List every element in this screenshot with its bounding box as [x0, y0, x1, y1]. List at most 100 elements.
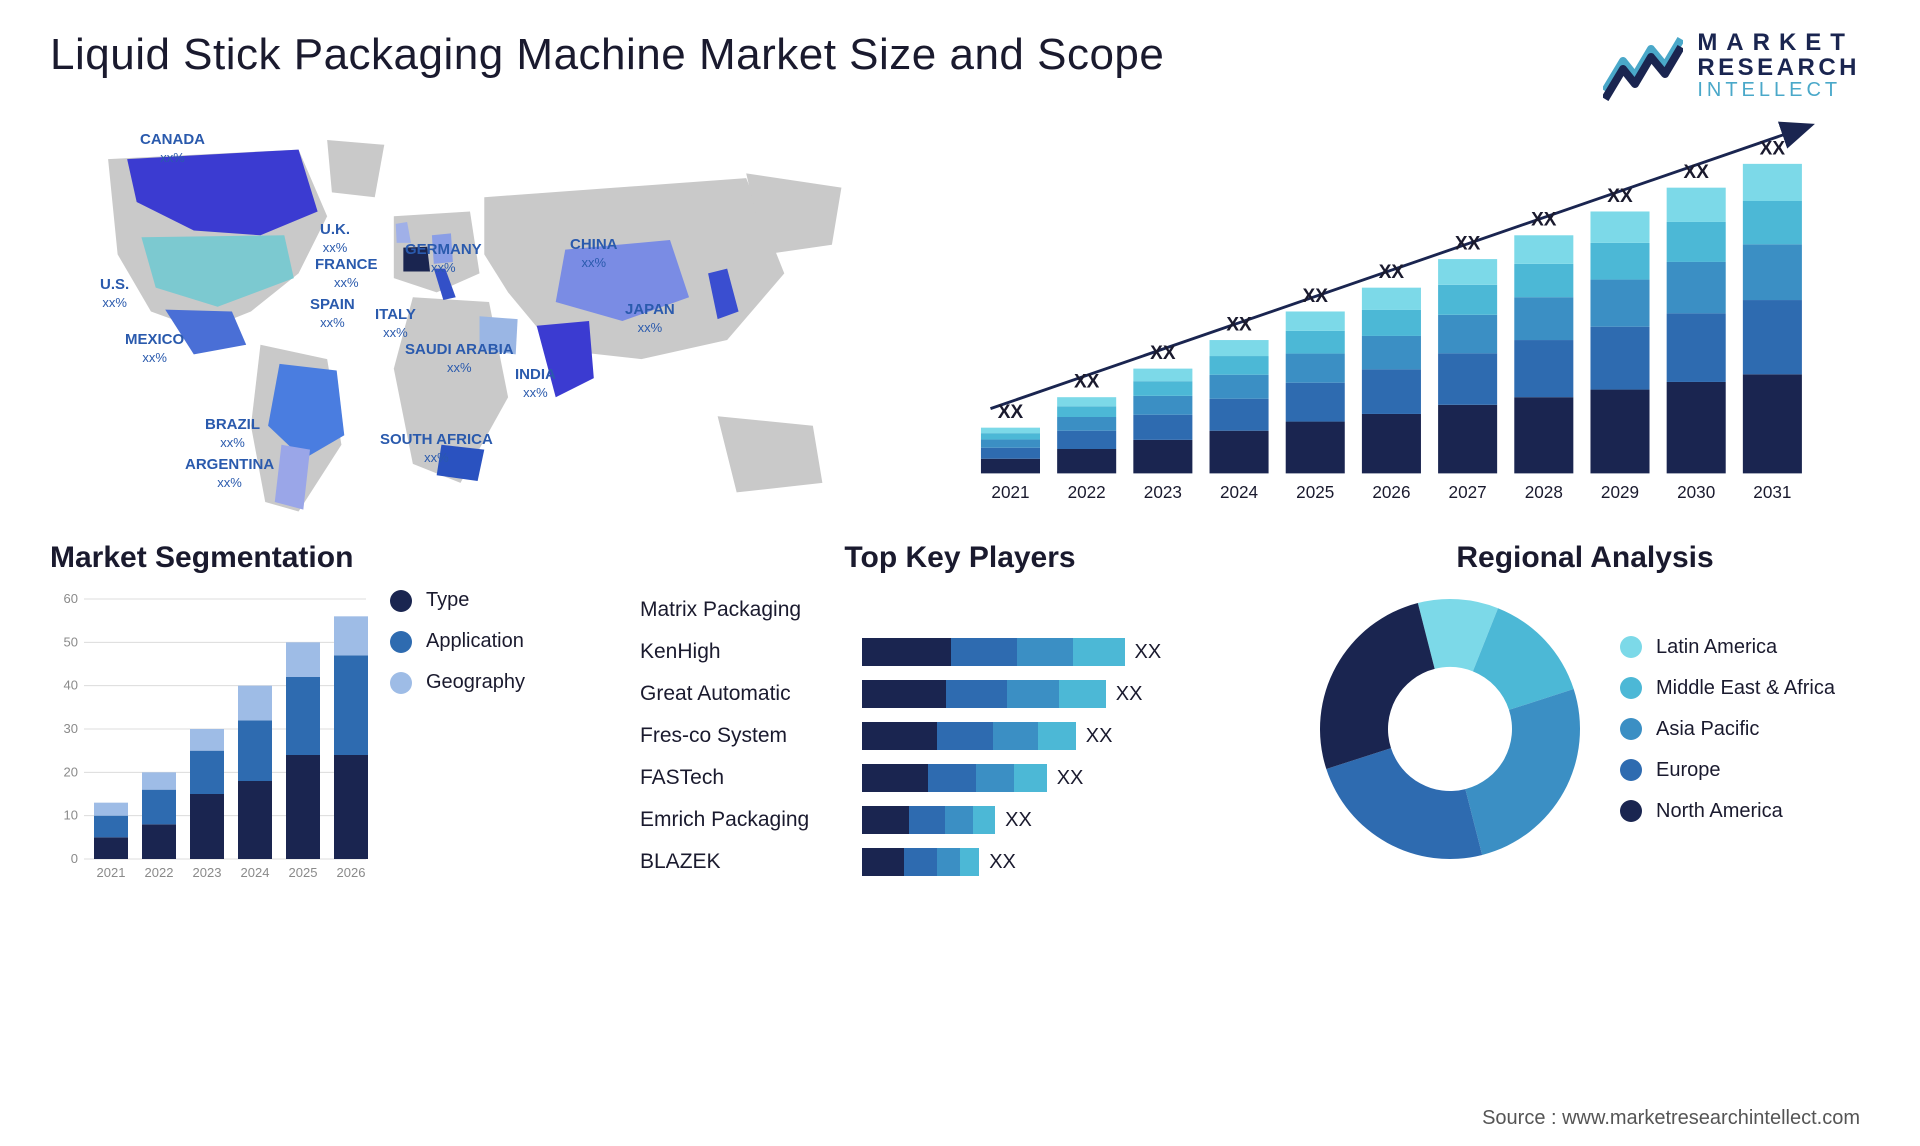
legend-label: Geography	[426, 671, 525, 694]
svg-text:2026: 2026	[1372, 483, 1410, 503]
map-label-spain: SPAINxx%	[310, 296, 355, 331]
segmentation-panel: Market Segmentation 01020304050602021202…	[50, 541, 610, 889]
world-map-panel: CANADAxx%U.S.xx%MEXICOxx%BRAZILxx%ARGENT…	[40, 121, 900, 521]
svg-text:XX: XX	[1455, 234, 1481, 255]
seg-legend-item: Type	[390, 589, 525, 612]
svg-text:XX: XX	[1760, 139, 1786, 160]
player-bar-segment	[862, 680, 946, 708]
legend-dot-icon	[1620, 636, 1642, 658]
player-bar-segment	[937, 848, 960, 876]
player-row: FASTech XX	[640, 757, 1280, 799]
player-bar	[862, 806, 995, 834]
player-bar-segment	[973, 806, 996, 834]
header: Liquid Stick Packaging Machine Market Si…	[0, 0, 1920, 111]
player-bar-wrap: XX	[862, 722, 1280, 750]
map-label-italy: ITALYxx%	[375, 306, 416, 341]
legend-label: Europe	[1656, 759, 1721, 782]
player-value: XX	[1057, 767, 1084, 790]
player-bar-segment	[862, 806, 909, 834]
seg-legend-item: Application	[390, 630, 525, 653]
player-value: XX	[1135, 641, 1162, 664]
player-bar-segment	[951, 638, 1017, 666]
map-label-china: CHINAxx%	[570, 236, 618, 271]
player-bar-segment	[904, 848, 937, 876]
player-bar-wrap: XX	[862, 638, 1280, 666]
player-bar-segment	[928, 764, 977, 792]
regional-legend-item: Latin America	[1620, 636, 1835, 659]
regional-legend-item: Asia Pacific	[1620, 718, 1835, 741]
legend-dot-icon	[1620, 677, 1642, 699]
svg-text:40: 40	[64, 678, 78, 693]
player-bar-segment	[945, 806, 973, 834]
svg-text:XX: XX	[1683, 163, 1709, 184]
regional-title: Regional Analysis	[1310, 541, 1860, 575]
svg-text:2023: 2023	[1144, 483, 1182, 503]
svg-text:2023: 2023	[193, 865, 222, 880]
player-bar-segment	[1059, 680, 1106, 708]
growth-chart: XX2021XX2022XX2023XX2024XX2025XX2026XX20…	[940, 121, 1860, 521]
svg-text:XX: XX	[1074, 372, 1100, 393]
map-label-germany: GERMANYxx%	[405, 241, 482, 276]
svg-text:XX: XX	[1531, 210, 1557, 231]
map-label-canada: CANADAxx%	[140, 131, 205, 166]
map-label-uk: U.K.xx%	[320, 221, 350, 256]
player-value: XX	[989, 851, 1016, 874]
legend-label: Latin America	[1656, 636, 1777, 659]
logo-mark-icon	[1603, 31, 1683, 101]
legend-label: Middle East & Africa	[1656, 677, 1835, 700]
player-bar-segment	[1038, 722, 1076, 750]
map-label-saudiarabia: SAUDI ARABIAxx%	[405, 341, 514, 376]
regional-panel: Regional Analysis Latin America Middle Ea…	[1310, 541, 1860, 889]
player-name: BLAZEK	[640, 850, 850, 874]
player-name: KenHigh	[640, 640, 850, 664]
svg-text:2021: 2021	[991, 483, 1029, 503]
player-bar-segment	[862, 848, 904, 876]
player-bar	[862, 722, 1076, 750]
players-panel: Top Key Players Matrix Packaging KenHigh X…	[640, 541, 1280, 889]
brand-logo: MARKET RESEARCH INTELLECT	[1603, 30, 1860, 101]
player-name: Fres-co System	[640, 724, 850, 748]
player-bar-segment	[862, 722, 937, 750]
player-bar	[862, 764, 1047, 792]
player-name: Emrich Packaging	[640, 808, 850, 832]
svg-text:10: 10	[64, 808, 78, 823]
segmentation-legend: Type Application Geography	[390, 589, 525, 889]
svg-text:2030: 2030	[1677, 483, 1715, 503]
player-bar-wrap: XX	[862, 680, 1280, 708]
player-bar-segment	[1007, 680, 1059, 708]
svg-text:2026: 2026	[337, 865, 366, 880]
map-label-southafrica: SOUTH AFRICAxx%	[380, 431, 493, 466]
legend-dot-icon	[390, 672, 412, 694]
svg-text:2022: 2022	[1068, 483, 1106, 503]
legend-dot-icon	[1620, 718, 1642, 740]
player-bar-segment	[909, 806, 945, 834]
svg-text:XX: XX	[1150, 343, 1176, 364]
map-label-argentina: ARGENTINAxx%	[185, 456, 274, 491]
players-title: Top Key Players	[640, 541, 1280, 575]
player-row: Fres-co System XX	[640, 715, 1280, 757]
player-name: FASTech	[640, 766, 850, 790]
svg-text:2021: 2021	[97, 865, 126, 880]
legend-label: North America	[1656, 800, 1783, 823]
player-bar-segment	[937, 722, 993, 750]
regional-legend-item: North America	[1620, 800, 1835, 823]
player-bar-segment	[993, 722, 1038, 750]
svg-text:2025: 2025	[289, 865, 318, 880]
svg-text:XX: XX	[1607, 186, 1633, 207]
logo-text-1: MARKET	[1697, 30, 1860, 55]
player-bar	[862, 848, 979, 876]
svg-text:XX: XX	[1226, 315, 1252, 336]
legend-dot-icon	[1620, 800, 1642, 822]
svg-text:30: 30	[64, 721, 78, 736]
player-bar-segment	[946, 680, 1007, 708]
regional-legend: Latin America Middle East & Africa Asia Pa…	[1620, 636, 1835, 823]
player-bar-segment	[862, 638, 951, 666]
player-value: XX	[1116, 683, 1143, 706]
svg-text:60: 60	[64, 591, 78, 606]
legend-dot-icon	[1620, 759, 1642, 781]
regional-legend-item: Europe	[1620, 759, 1835, 782]
svg-text:2024: 2024	[241, 865, 270, 880]
logo-text-2: RESEARCH	[1697, 55, 1860, 80]
legend-label: Asia Pacific	[1656, 718, 1759, 741]
player-row: Matrix Packaging	[640, 589, 1280, 631]
